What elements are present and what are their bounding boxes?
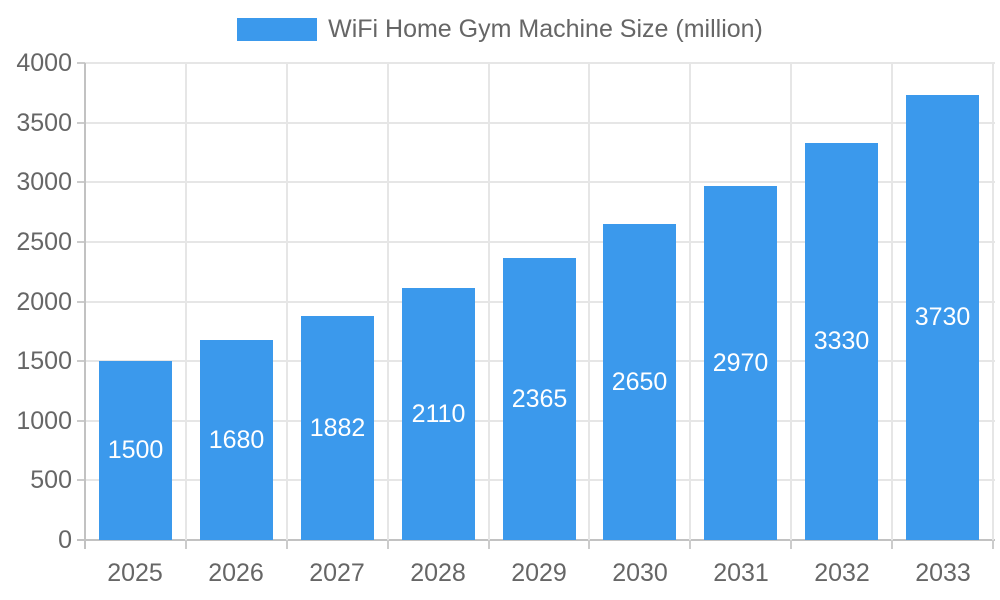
bar-value-label: 3730 (914, 303, 971, 331)
x-axis-tick (488, 540, 490, 549)
x-axis-tick-label: 2030 (612, 559, 668, 587)
y-axis-line (84, 63, 86, 540)
x-axis-tick-label: 2026 (208, 559, 264, 587)
gridline-vertical (992, 63, 994, 540)
x-axis-tick (84, 540, 86, 549)
bar-value-label: 2650 (611, 367, 668, 396)
y-axis-tick (77, 301, 85, 303)
gridline-vertical (488, 63, 490, 540)
gridline-vertical (689, 63, 691, 540)
x-axis-tick-label: 2027 (309, 559, 365, 587)
bar-value-label: 1500 (107, 436, 164, 464)
x-axis-tick (286, 540, 288, 549)
gridline-horizontal (85, 241, 995, 243)
y-axis-tick (77, 122, 85, 124)
x-axis-tick (992, 540, 994, 549)
y-axis-tick-label: 3500 (16, 109, 72, 137)
x-axis-tick-label: 2033 (915, 559, 971, 587)
x-axis-tick-label: 2029 (511, 559, 567, 587)
bar[interactable]: 1680 (200, 340, 273, 540)
y-axis-tick (77, 181, 85, 183)
gridline-vertical (286, 63, 288, 540)
legend-swatch (237, 17, 318, 41)
bar-value-label: 2110 (411, 399, 466, 428)
x-axis-tick (387, 540, 389, 549)
bar[interactable]: 2110 (402, 288, 475, 540)
y-axis-tick (77, 479, 85, 481)
x-axis-tick-label: 2031 (713, 559, 769, 587)
bar[interactable]: 1882 (301, 316, 374, 540)
x-axis-tick (588, 540, 590, 549)
y-axis-tick (77, 241, 85, 243)
x-axis-tick-label: 2025 (107, 559, 163, 587)
legend-item[interactable]: WiFi Home Gym Machine Size (million) (0, 15, 1000, 43)
gridline-vertical (387, 63, 389, 540)
y-axis-tick (77, 360, 85, 362)
bar-value-label: 1882 (309, 413, 366, 442)
bar[interactable]: 3730 (906, 95, 979, 540)
y-axis-tick-label: 0 (58, 526, 72, 554)
bar[interactable]: 2650 (603, 224, 676, 540)
bar-value-label: 1680 (208, 425, 265, 454)
y-axis-tick-label: 2000 (16, 288, 72, 316)
x-axis-tick (185, 540, 187, 549)
gridline-horizontal (85, 122, 995, 124)
y-axis-tick (77, 539, 85, 541)
x-axis-tick (790, 540, 792, 549)
y-axis-tick (77, 62, 85, 64)
x-axis-tick (689, 540, 691, 549)
y-axis-tick-label: 1000 (16, 407, 72, 435)
gridline-vertical (790, 63, 792, 540)
x-axis-line (85, 539, 995, 541)
y-axis-tick-label: 1500 (16, 347, 72, 375)
gridline-horizontal (85, 181, 995, 183)
bar-value-label: 2970 (712, 348, 769, 377)
y-axis-tick-label: 500 (30, 466, 72, 494)
y-axis-tick-label: 4000 (16, 49, 72, 77)
gridline-horizontal (85, 62, 995, 64)
y-axis-tick (77, 420, 85, 422)
bar[interactable]: 1500 (99, 361, 172, 540)
bar-value-label: 2365 (511, 384, 568, 413)
x-axis-tick (891, 540, 893, 549)
gridline-vertical (588, 63, 590, 540)
bar[interactable]: 2970 (704, 186, 777, 540)
legend-label: WiFi Home Gym Machine Size (million) (328, 15, 763, 43)
gridline-vertical (185, 63, 187, 540)
x-axis-tick-label: 2032 (814, 559, 870, 587)
bar-value-label: 3330 (813, 327, 870, 355)
x-axis-tick-label: 2028 (410, 559, 466, 587)
gridline-vertical (891, 63, 893, 540)
y-axis-tick-label: 3000 (16, 168, 72, 196)
y-axis-tick-label: 2500 (16, 228, 72, 256)
bar[interactable]: 3330 (805, 143, 878, 540)
bar[interactable]: 2365 (503, 258, 576, 540)
